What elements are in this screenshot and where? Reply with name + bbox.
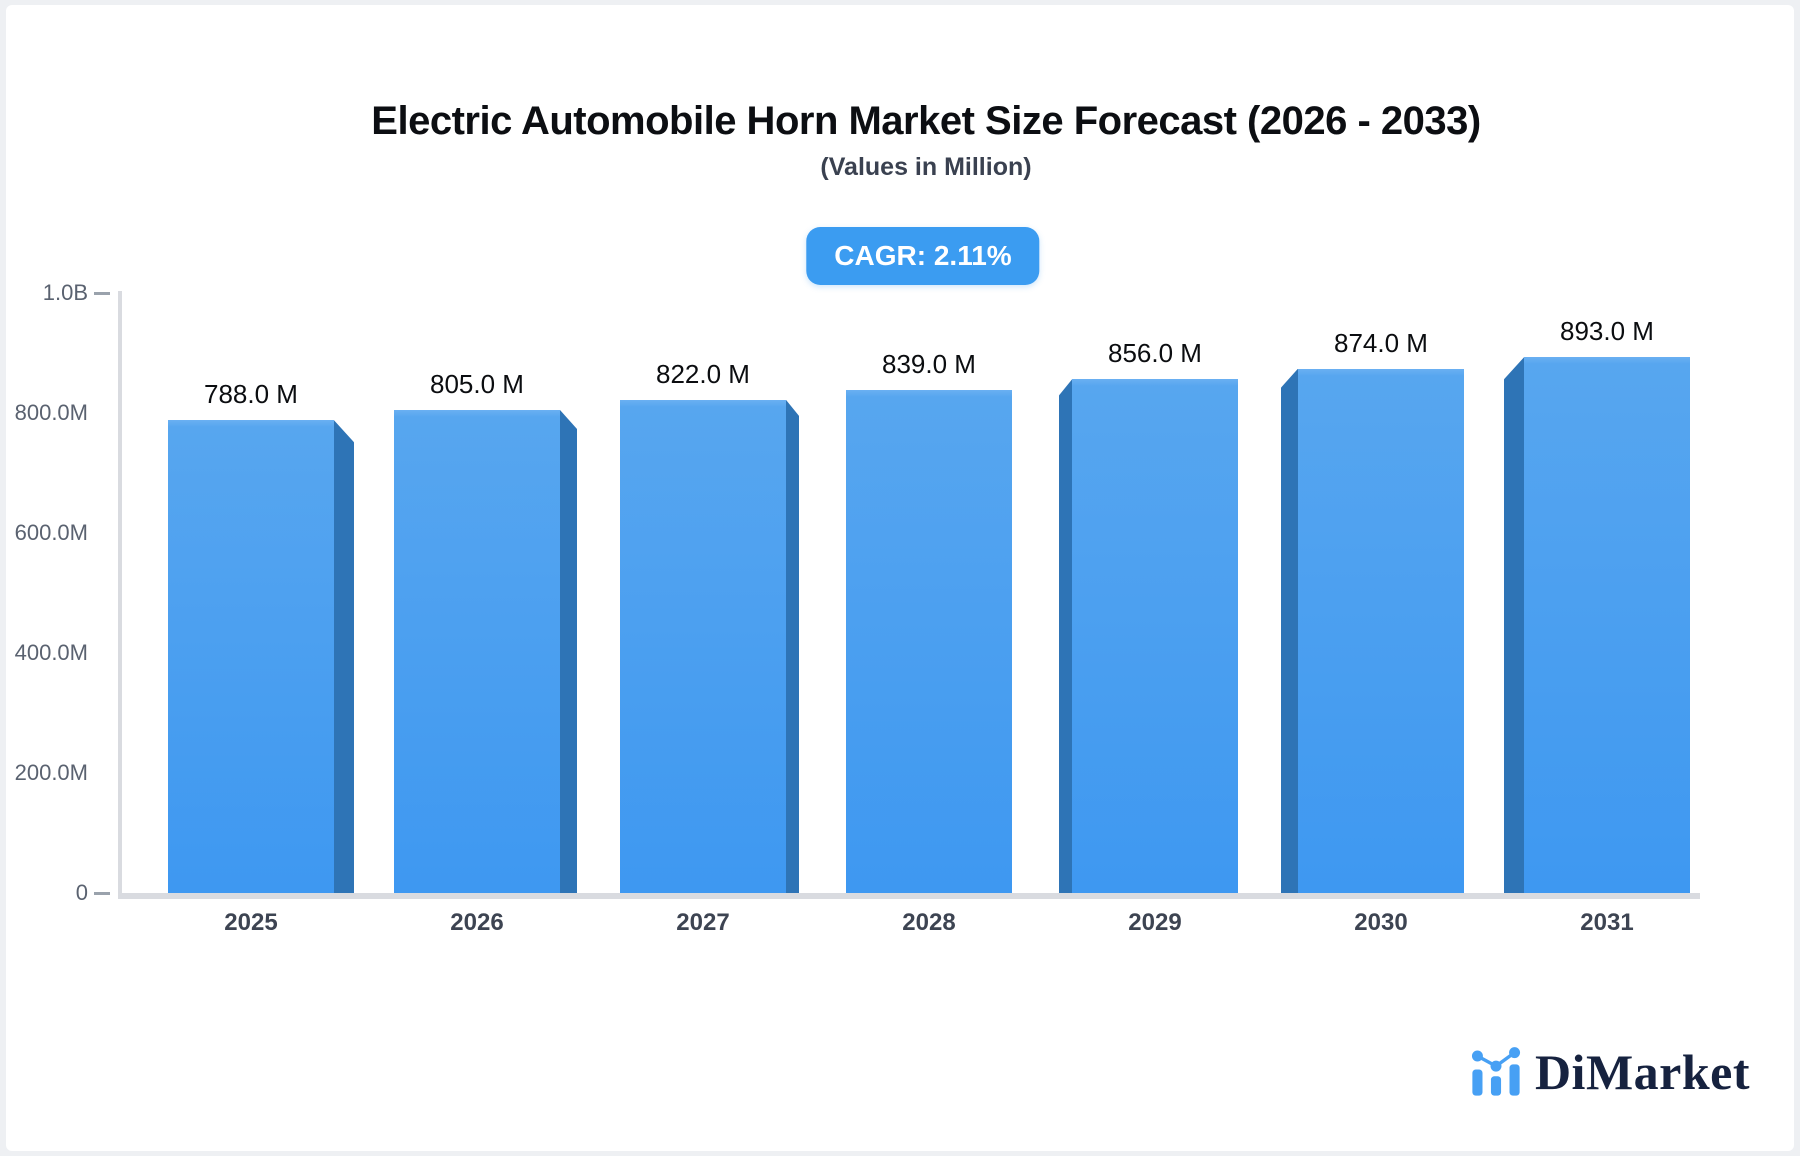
x-axis-label: 2027 [676, 909, 730, 936]
bar[interactable] [1524, 357, 1690, 893]
bar-value-label: 788.0 M [204, 379, 298, 410]
x-axis-label: 2028 [902, 909, 956, 936]
bar-3d-side [786, 399, 799, 893]
cagr-badge: CAGR: 2.11% [806, 227, 1040, 285]
y-axis-line [118, 291, 122, 893]
bar[interactable] [846, 389, 1012, 893]
brand-logo: DiMarket [1469, 1043, 1750, 1101]
bar-value-label: 839.0 M [882, 348, 976, 379]
bar-3d-side [1504, 357, 1524, 893]
y-tick-label: 1.0B [42, 280, 88, 305]
x-axis-label: 2030 [1354, 909, 1408, 936]
plot-area: 0 200.0M 400.0M 600.0M 800.0M 1.0B 788.0 M 2025… [15, 280, 1700, 936]
bar-value-label: 856.0 M [1108, 338, 1202, 369]
bar-chart-logo-icon [1471, 1047, 1520, 1096]
chart-subtitle: (Values in Million) [820, 153, 1032, 181]
bar-value-label: 805.0 M [430, 369, 524, 399]
bar[interactable] [394, 410, 560, 893]
chart-card: Electric Automobile Horn Market Size For… [6, 5, 1794, 1151]
bar-3d-side [560, 410, 577, 893]
x-axis-label: 2026 [450, 909, 504, 936]
bar-3d-side [334, 420, 354, 893]
bar[interactable] [168, 420, 334, 893]
brand-name: DiMarket [1534, 1044, 1750, 1100]
bar-value-label: 874.0 M [1334, 327, 1428, 358]
chart-title: Electric Automobile Horn Market Size For… [371, 99, 1481, 143]
y-tick-dash [94, 291, 110, 295]
bar-3d-side [1059, 379, 1072, 893]
y-tick-label: 400.0M [14, 640, 88, 665]
y-tick-label: 600.0M [14, 520, 88, 545]
y-tick-label: 800.0M [14, 400, 88, 425]
x-axis-label: 2029 [1128, 909, 1182, 936]
bar[interactable] [1298, 368, 1464, 893]
bar[interactable] [620, 399, 786, 893]
y-tick-dash [94, 891, 110, 895]
y-tick-label: 200.0M [14, 760, 88, 785]
x-axis-baseline [118, 893, 1700, 899]
bar-3d-side [1281, 368, 1298, 893]
y-tick-label: 0 [75, 880, 88, 905]
x-axis-label: 2031 [1580, 909, 1634, 936]
x-axis-label: 2025 [224, 909, 278, 936]
bar-value-label: 822.0 M [656, 358, 750, 389]
bar-value-label: 893.0 M [1560, 316, 1654, 347]
bar[interactable] [1072, 379, 1238, 893]
